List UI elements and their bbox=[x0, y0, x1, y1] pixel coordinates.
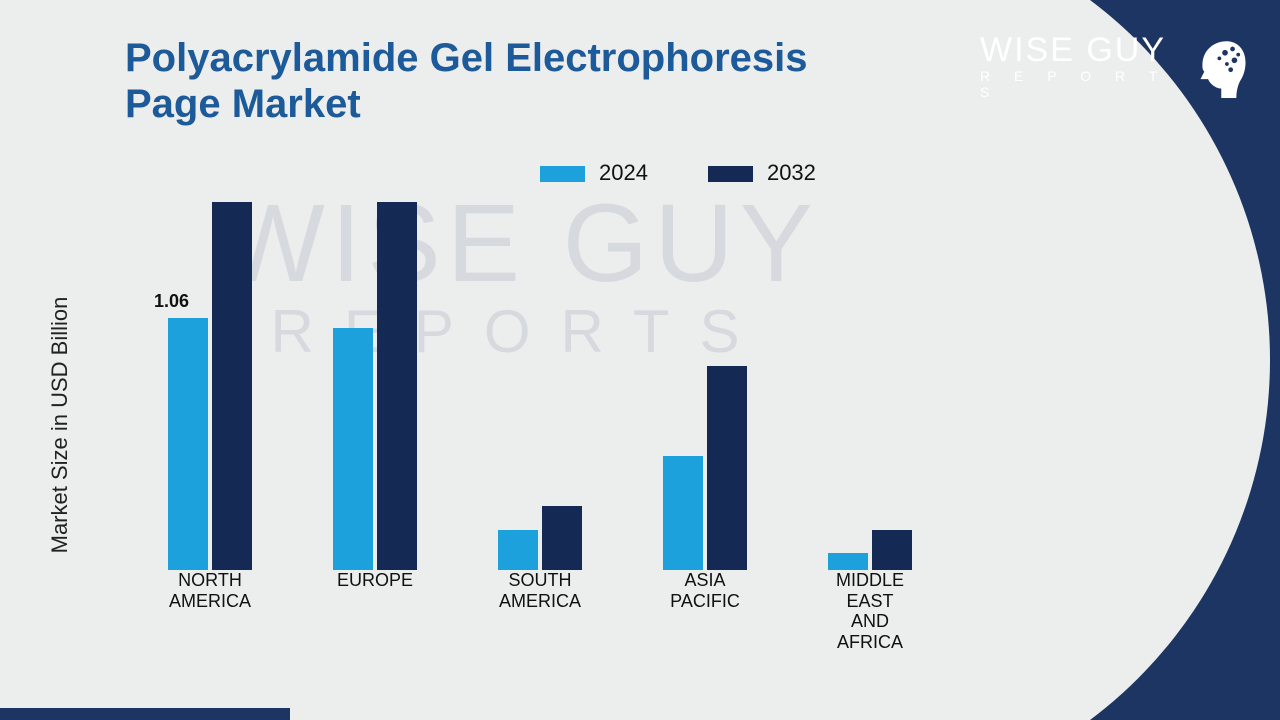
infographic-stage: WISE GUY R E P O R T S WISE GUY REPORTS … bbox=[0, 0, 1280, 720]
x-tick-label: MIDDLEEASTANDAFRICA bbox=[800, 570, 940, 653]
bar-chart: Market Size in USD Billion 2024 2032 1.0… bbox=[60, 160, 960, 690]
bar bbox=[542, 506, 582, 570]
plot-area: 1.06 bbox=[130, 190, 950, 570]
bar-group bbox=[315, 202, 435, 570]
legend-swatch-2032 bbox=[708, 166, 753, 182]
bar bbox=[663, 456, 703, 570]
legend-item-2032: 2032 bbox=[708, 160, 816, 186]
x-tick-label: ASIAPACIFIC bbox=[635, 570, 775, 611]
bar bbox=[377, 202, 417, 570]
bar-group bbox=[480, 506, 600, 570]
chart-title: Polyacrylamide Gel Electrophoresis Page … bbox=[125, 35, 885, 127]
bar bbox=[498, 530, 538, 570]
legend-swatch-2024 bbox=[540, 166, 585, 182]
brand-logo-sub: R E P O R T S bbox=[980, 68, 1187, 100]
bar bbox=[212, 202, 252, 570]
bar-group bbox=[645, 366, 765, 570]
bar bbox=[828, 553, 868, 570]
bar-group: 1.06 bbox=[150, 202, 270, 570]
bottom-accent-bar bbox=[0, 708, 290, 720]
bar-group bbox=[810, 530, 930, 570]
bar bbox=[333, 328, 373, 570]
legend-item-2024: 2024 bbox=[540, 160, 648, 186]
x-tick-label: EUROPE bbox=[305, 570, 445, 591]
brand-head-icon bbox=[1193, 30, 1250, 100]
legend-label-2024: 2024 bbox=[599, 160, 648, 185]
legend: 2024 2032 bbox=[540, 160, 816, 186]
bar bbox=[872, 530, 912, 570]
legend-label-2032: 2032 bbox=[767, 160, 816, 185]
brand-logo-main: WISE GUY bbox=[980, 31, 1187, 70]
brand-logo: WISE GUY R E P O R T S bbox=[980, 30, 1250, 100]
x-tick-label: NORTHAMERICA bbox=[140, 570, 280, 611]
x-tick-label: SOUTHAMERICA bbox=[470, 570, 610, 611]
y-axis-label: Market Size in USD Billion bbox=[47, 297, 73, 554]
bar bbox=[707, 366, 747, 570]
bar bbox=[168, 318, 208, 570]
bar-value-label: 1.06 bbox=[154, 291, 189, 312]
right-brand-panel bbox=[950, 0, 1280, 720]
brand-logo-text: WISE GUY R E P O R T S bbox=[980, 31, 1187, 100]
